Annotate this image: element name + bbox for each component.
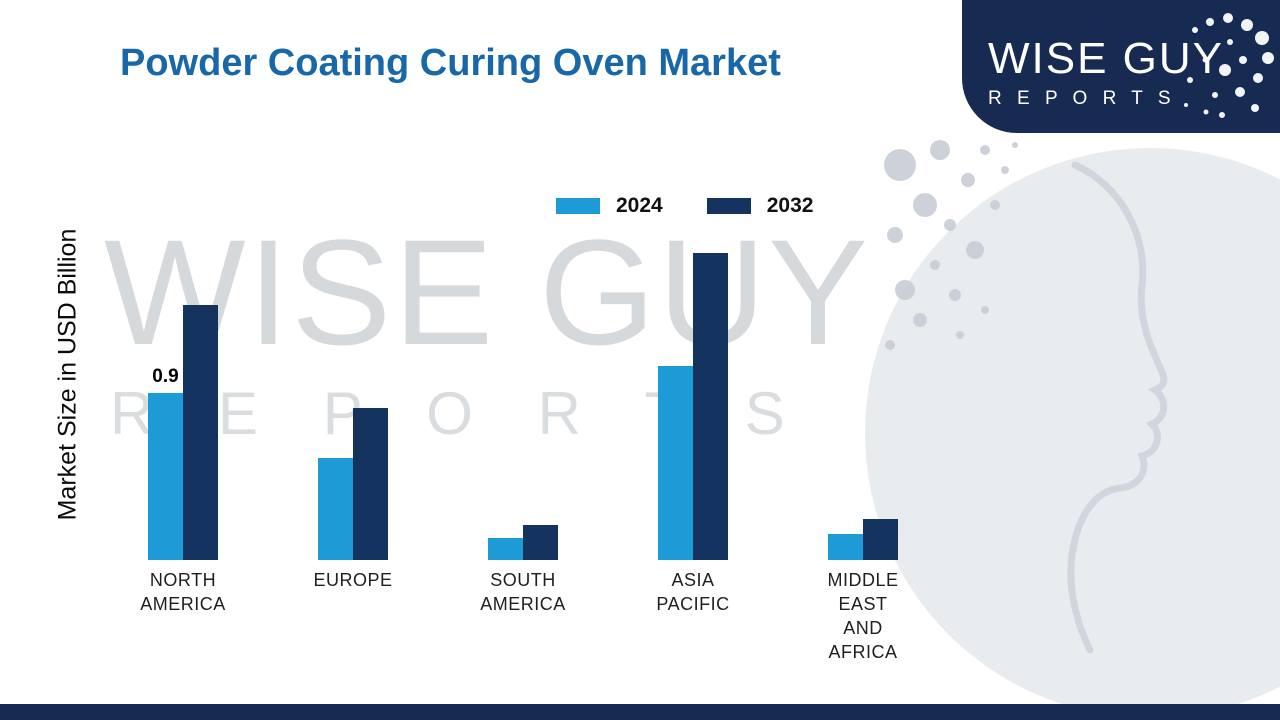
category-label: SOUTH AMERICA — [480, 570, 566, 614]
bar-2024-middle-east-and-africa — [828, 534, 863, 560]
bottom-accent-bar — [0, 704, 1280, 720]
bar-2032-middle-east-and-africa — [863, 519, 898, 560]
bar-value-label: 0.9 — [152, 365, 179, 387]
bar-2032-asia-pacific — [693, 253, 728, 560]
legend-swatch-2032 — [706, 198, 751, 214]
bar-group-middle-east-and-africa — [828, 519, 898, 560]
bar-group-south-america — [488, 525, 558, 560]
category-label: NORTH AMERICA — [140, 570, 226, 614]
brand-subname: R E P O R T S — [988, 88, 1176, 109]
legend-label-2032: 2032 — [766, 194, 814, 217]
page-title: Powder Coating Curing Oven Market — [120, 42, 781, 84]
category-label: MIDDLE EAST AND AFRICA — [827, 570, 899, 662]
bar-2032-north-america — [183, 305, 218, 560]
brand-logo: WISE GUY R E P O R T S — [988, 34, 1224, 110]
category-label: ASIA PACIFIC — [656, 570, 730, 614]
bar-2024-asia-pacific — [658, 366, 693, 560]
bar-group-asia-pacific — [658, 253, 728, 560]
bar-group-europe — [318, 408, 388, 560]
bar-2024-north-america — [148, 393, 183, 560]
legend-swatch-2024 — [556, 198, 600, 214]
brand-name: WISE GUY — [988, 34, 1225, 83]
watermark-line1: WISE GUY — [104, 208, 871, 376]
y-axis-label: Market Size in USD Billion — [53, 228, 82, 521]
legend: 2024 2032 — [556, 194, 841, 218]
bar-group-north-america — [148, 305, 218, 560]
legend-label-2024: 2024 — [616, 194, 663, 217]
bar-2024-south-america — [488, 538, 523, 560]
category-label: EUROPE — [313, 570, 393, 590]
bar-2032-europe — [353, 408, 388, 560]
bar-2024-europe — [318, 458, 353, 560]
bar-2032-south-america — [523, 525, 558, 560]
